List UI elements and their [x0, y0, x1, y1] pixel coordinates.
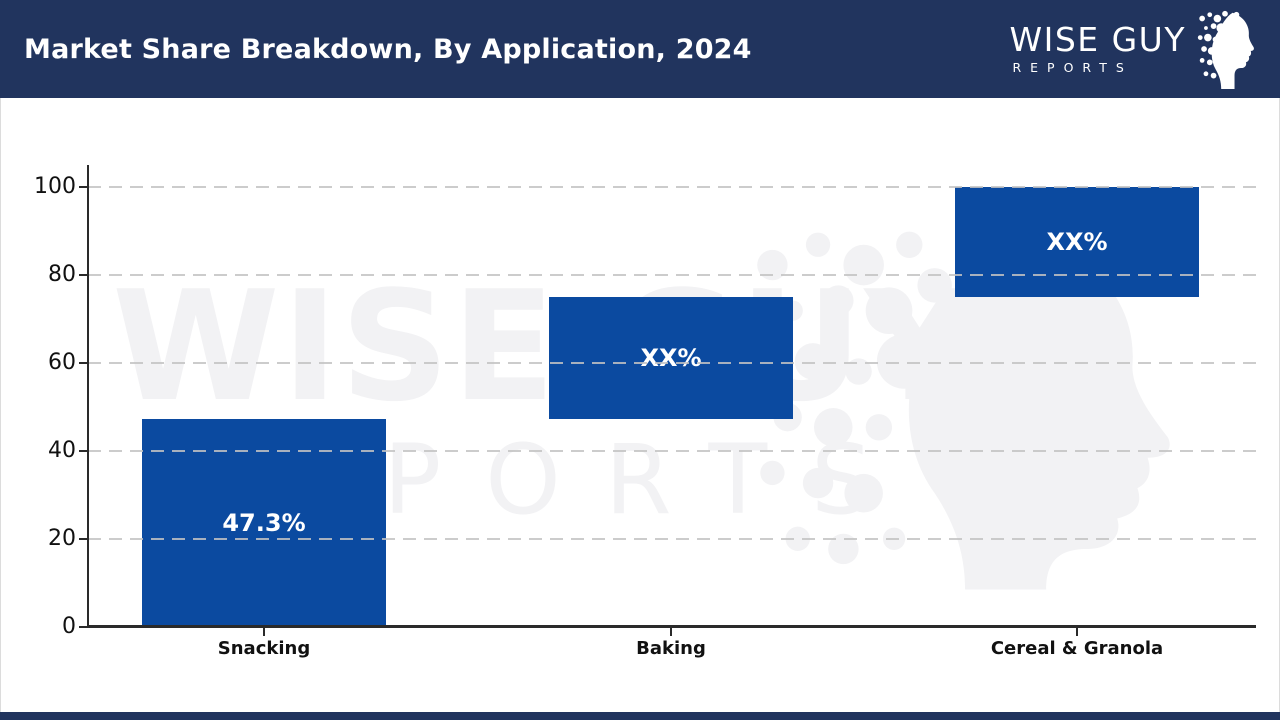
- watermark-wordmark: WISE GUY: [112, 258, 977, 435]
- bar-value-label: 47.3%: [222, 508, 306, 537]
- bar-value-label: XX%: [640, 343, 702, 372]
- y-axis-line: [87, 165, 89, 628]
- y-tick-mark: [79, 186, 87, 188]
- page-title: Market Share Breakdown, By Application, …: [24, 33, 752, 65]
- brand-wordmark: WISE GUY: [1009, 20, 1186, 59]
- brand-reports-text: REPORTS: [1012, 60, 1133, 75]
- x-axis-line: [87, 625, 1256, 628]
- gridline: [88, 450, 1256, 452]
- y-tick-label: 60: [48, 350, 76, 375]
- gridline: [88, 362, 1256, 364]
- category-label: Baking: [636, 638, 706, 659]
- brand-logo: WISE GUY REPORTS: [1009, 9, 1256, 89]
- gridline: [88, 538, 1256, 540]
- y-tick-label: 20: [48, 526, 76, 551]
- y-tick-mark: [79, 362, 87, 364]
- bar-snacking: 47.3%: [142, 418, 386, 627]
- y-tick-label: 80: [48, 262, 76, 287]
- x-tick-mark: [1076, 628, 1078, 636]
- gridline: [88, 274, 1256, 276]
- bar-value-label: XX%: [1046, 228, 1108, 256]
- brand-dotted-face-icon: [1197, 10, 1254, 89]
- brand-logo-text: WISE GUY REPORTS: [1009, 23, 1186, 75]
- y-tick-mark: [79, 538, 87, 540]
- y-tick-mark: [79, 274, 87, 276]
- y-tick-label: 40: [48, 438, 76, 463]
- header-bar: Market Share Breakdown, By Application, …: [0, 0, 1280, 98]
- x-tick-mark: [263, 628, 265, 636]
- y-tick-label: 0: [62, 614, 76, 639]
- y-tick-label: 100: [34, 174, 76, 199]
- bar-baking: XX%: [549, 297, 793, 419]
- footer-bar: [0, 712, 1280, 720]
- category-label: Snacking: [217, 638, 311, 659]
- bar-cereal-granola: XX%: [955, 187, 1199, 297]
- category-label: Cereal & Granola: [990, 638, 1164, 659]
- y-tick-mark: [79, 626, 87, 628]
- gridline: [88, 186, 1256, 188]
- x-tick-mark: [670, 628, 672, 636]
- y-tick-mark: [79, 450, 87, 452]
